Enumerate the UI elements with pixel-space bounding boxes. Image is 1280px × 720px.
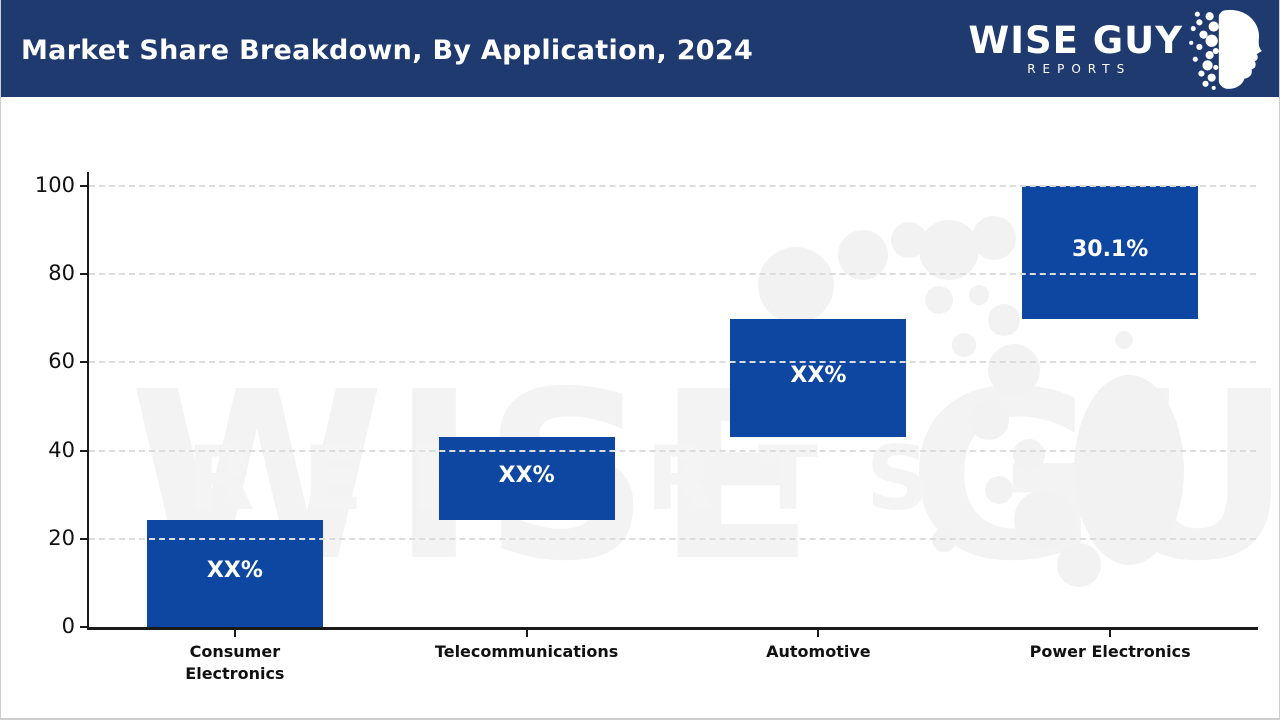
x-axis-spine (87, 627, 1258, 630)
y-tickmark (80, 361, 87, 364)
x-category-label: Telecommunications (434, 642, 619, 661)
bar-value-label: XX% (498, 463, 555, 489)
page-title: Market Share Breakdown, By Application, … (21, 35, 754, 66)
brand-name: WISE GUY (968, 18, 1183, 62)
bar-value-label: 30.1% (1071, 237, 1149, 263)
bar-3 (730, 318, 907, 437)
x-tickmark (233, 630, 236, 637)
chart-area: WISE GUY REPORTS XX%Consumer Electronics… (1, 97, 1279, 718)
y-tickmark (80, 626, 87, 628)
gridline-20 (89, 537, 1256, 540)
x-tickmark (525, 630, 528, 637)
brand-wordmark: WISE GUY REPORTS (968, 22, 1183, 76)
gridline-40 (89, 449, 1256, 452)
y-tick-label: 40 (48, 437, 75, 462)
x-category-label: Power Electronics (1029, 642, 1191, 661)
y-tick-label: 60 (48, 349, 75, 374)
header-bar: Market Share Breakdown, By Application, … (1, 0, 1279, 97)
x-category-label: Consumer Electronics (185, 642, 285, 683)
bar-4 (1022, 186, 1199, 319)
bar-1 (146, 519, 323, 627)
brand-subtitle: REPORTS (1027, 61, 1132, 76)
y-axis-spine (87, 172, 89, 630)
gridline-80 (89, 273, 1256, 276)
y-tickmark (80, 537, 87, 540)
y-tickmark (80, 185, 87, 187)
watermark-dots-pattern (758, 216, 1184, 587)
bar-value-label: XX% (206, 558, 263, 584)
bar-value-label: XX% (790, 362, 847, 388)
y-tickmark (80, 449, 87, 452)
brand-face-icon (1189, 9, 1262, 90)
y-tickmark (80, 273, 87, 276)
y-tick-label: 0 (61, 614, 75, 638)
brand-logo: WISE GUY REPORTS (968, 6, 1267, 92)
x-category-label: Automotive (766, 642, 871, 661)
y-tick-label: 80 (48, 261, 75, 286)
x-tickmark (817, 630, 820, 637)
y-tick-label: 100 (34, 173, 75, 197)
y-tick-label: 20 (48, 525, 75, 550)
gridline-60 (89, 361, 1256, 364)
x-tickmark (1109, 630, 1112, 637)
gridline-100 (89, 185, 1256, 187)
